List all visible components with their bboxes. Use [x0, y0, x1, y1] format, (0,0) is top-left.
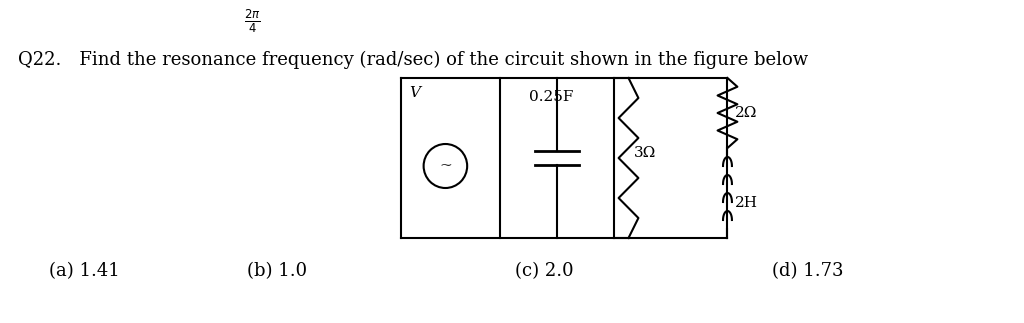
Text: V: V [409, 86, 420, 100]
Text: (b) 1.0: (b) 1.0 [248, 262, 307, 280]
Text: (d) 1.73: (d) 1.73 [772, 262, 844, 280]
Text: $\frac{2\pi}{4}$: $\frac{2\pi}{4}$ [244, 8, 261, 36]
Text: 0.25F: 0.25F [529, 90, 573, 104]
Text: Q22. Find the resonance frequency (rad/sec) of the circuit shown in the figure b: Q22. Find the resonance frequency (rad/s… [17, 51, 808, 69]
Text: (a) 1.41: (a) 1.41 [49, 262, 120, 280]
Text: 2Ω: 2Ω [735, 106, 758, 120]
Text: 3Ω: 3Ω [634, 146, 655, 160]
Text: 2H: 2H [735, 196, 759, 210]
Text: ~: ~ [439, 159, 452, 173]
Text: (c) 2.0: (c) 2.0 [515, 262, 573, 280]
